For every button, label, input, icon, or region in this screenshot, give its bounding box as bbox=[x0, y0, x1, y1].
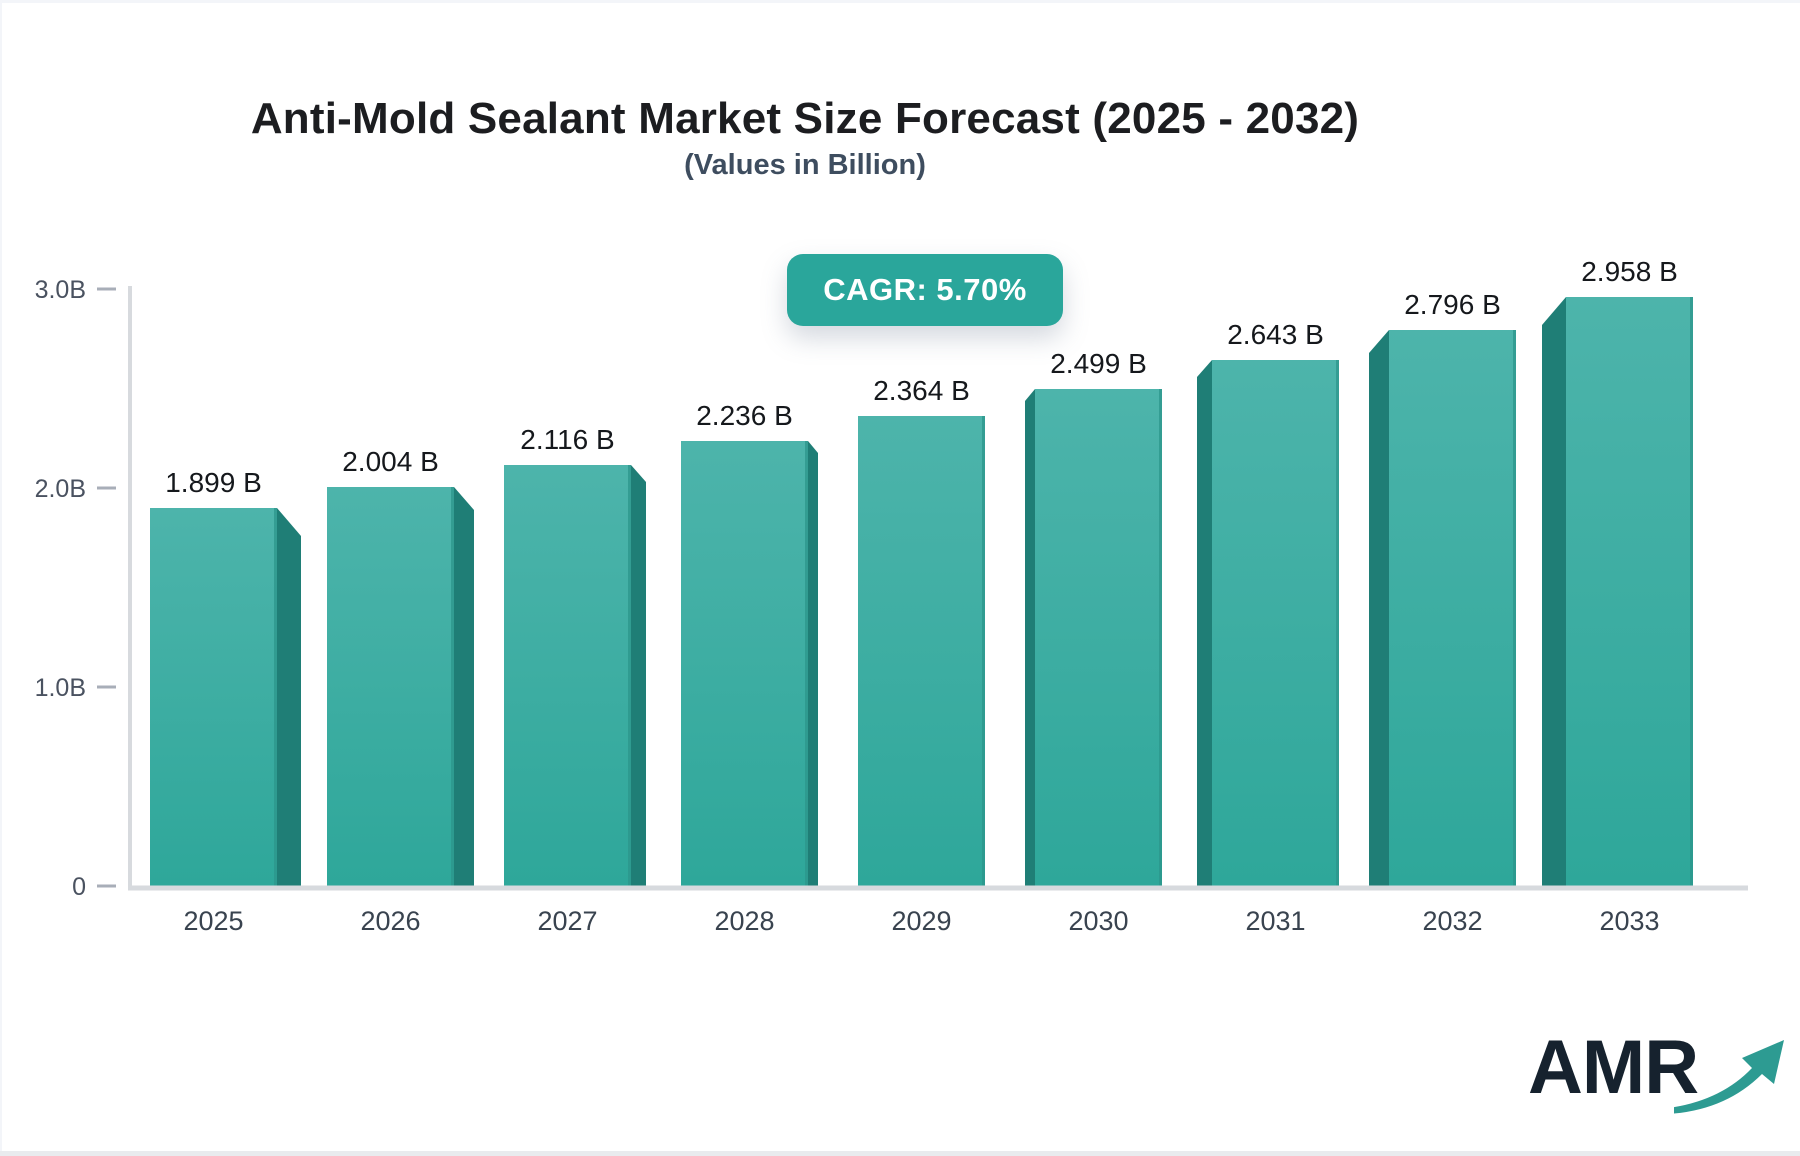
bar-side-2026 bbox=[454, 487, 474, 886]
bar-value-label-2031: 2.643 B bbox=[1227, 319, 1324, 350]
y-tick-label: 1.0B bbox=[35, 674, 86, 702]
bar-side-2027 bbox=[631, 465, 646, 886]
page-title: Anti-Mold Sealant Market Size Forecast (… bbox=[250, 94, 1360, 143]
left-edge-divider bbox=[0, 0, 2, 1156]
bar-side-2033 bbox=[1542, 297, 1566, 886]
x-tick-label-2029: 2029 bbox=[891, 906, 951, 936]
bar-2033 bbox=[1566, 297, 1693, 886]
bar-side-2025 bbox=[277, 508, 301, 886]
bar-edge-2027 bbox=[628, 465, 631, 886]
x-tick-label-2025: 2025 bbox=[183, 906, 243, 936]
page-subtitle: (Values in Billion) bbox=[684, 149, 926, 181]
y-tick-label: 2.0B bbox=[35, 475, 86, 503]
bar-side-2032 bbox=[1369, 330, 1389, 886]
bar-value-label-2033: 2.958 B bbox=[1581, 256, 1678, 287]
amr-logo-text: AMR bbox=[1528, 1025, 1699, 1110]
bar-value-label-2027: 2.116 B bbox=[520, 424, 614, 455]
y-tick-label: 3.0B bbox=[35, 276, 86, 304]
bar-2027 bbox=[504, 465, 631, 886]
cagr-badge: CAGR: 5.70% bbox=[787, 254, 1063, 326]
x-tick-label-2026: 2026 bbox=[360, 906, 420, 936]
bar-edge-2025 bbox=[274, 508, 277, 886]
bar-side-2028 bbox=[808, 441, 818, 886]
bar-2028 bbox=[681, 441, 808, 886]
bar-edge-2033 bbox=[1690, 297, 1693, 886]
growth-arrow-icon bbox=[1674, 1040, 1784, 1114]
bar-2026 bbox=[327, 487, 454, 886]
x-tick-label-2033: 2033 bbox=[1599, 906, 1659, 936]
bar-value-label-2030: 2.499 B bbox=[1050, 348, 1147, 379]
y-tick-label: 0 bbox=[72, 873, 86, 901]
x-tick-label-2031: 2031 bbox=[1245, 906, 1305, 936]
bar-value-label-2029: 2.364 B bbox=[873, 375, 970, 406]
bar-2025 bbox=[150, 508, 277, 886]
x-tick-label-2032: 2032 bbox=[1422, 906, 1482, 936]
bar-value-label-2025: 1.899 B bbox=[165, 467, 262, 498]
bar-value-label-2028: 2.236 B bbox=[696, 400, 793, 431]
bar-value-label-2026: 2.004 B bbox=[342, 446, 439, 477]
bar-2032 bbox=[1389, 330, 1516, 886]
bar-edge-2028 bbox=[805, 441, 808, 886]
bar-edge-2029 bbox=[982, 416, 985, 886]
bar-side-2031 bbox=[1197, 360, 1212, 886]
cagr-badge-label: CAGR: 5.70% bbox=[823, 272, 1027, 307]
top-edge-divider bbox=[0, 0, 1800, 3]
bar-2031 bbox=[1212, 360, 1339, 886]
bar-side-2030 bbox=[1025, 389, 1035, 886]
bar-value-label-2032: 2.796 B bbox=[1404, 289, 1501, 320]
bar-edge-2026 bbox=[451, 487, 454, 886]
x-tick-label-2028: 2028 bbox=[714, 906, 774, 936]
bar-2030 bbox=[1035, 389, 1162, 886]
x-tick-label-2030: 2030 bbox=[1068, 906, 1128, 936]
amr-logo: AMR bbox=[1528, 1025, 1784, 1120]
x-tick-label-2027: 2027 bbox=[537, 906, 597, 936]
bottom-edge-divider bbox=[0, 1151, 1800, 1156]
bar-2029 bbox=[858, 416, 985, 886]
bar-edge-2030 bbox=[1159, 389, 1162, 886]
bar-edge-2031 bbox=[1336, 360, 1339, 886]
bar-edge-2032 bbox=[1513, 330, 1516, 886]
